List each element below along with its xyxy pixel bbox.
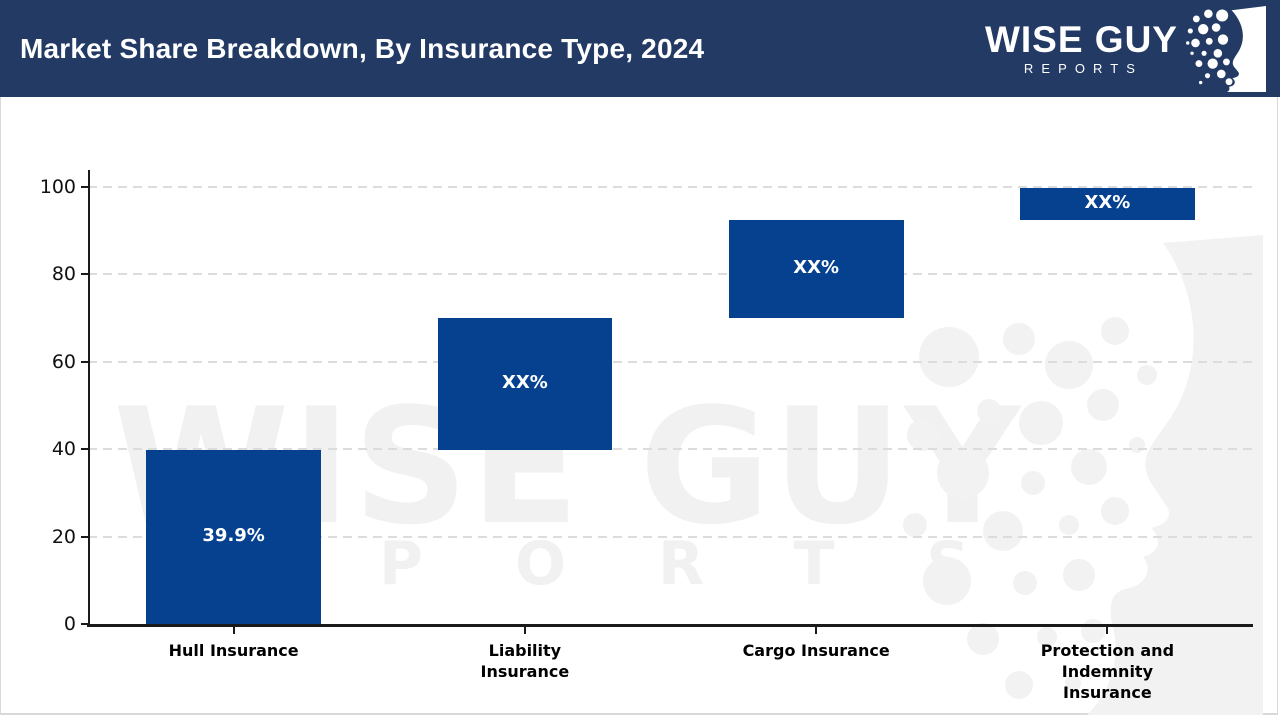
bar-value-label-liability-insurance: XX% xyxy=(501,371,548,393)
gridline xyxy=(88,186,1253,188)
chart-title: Market Share Breakdown, By Insurance Typ… xyxy=(20,32,705,64)
x-axis-tick xyxy=(232,626,235,634)
y-axis-tick-label: 60 xyxy=(51,350,76,373)
x-axis-line xyxy=(87,624,1253,627)
brand-logo: WISE GUY REPORTS xyxy=(984,5,1266,92)
y-axis-tick-label: 20 xyxy=(51,525,76,548)
bar-liability-insurance xyxy=(437,318,613,450)
y-axis-tick-label: 80 xyxy=(51,263,76,286)
bar-value-label-protection-and-indemnity-insurance: XX% xyxy=(1084,191,1131,213)
bar-value-label-hull-insurance: 39.9% xyxy=(202,524,265,546)
header: Market Share Breakdown, By Insurance Typ… xyxy=(0,0,1280,97)
watermark-face-icon xyxy=(903,235,1263,715)
x-axis-label-hull-insurance: Hull Insurance xyxy=(168,641,299,660)
x-axis-label-protection-and-indemnity-insurance: Protection and Indemnity Insurance xyxy=(1040,641,1175,702)
bar-value-label-cargo-insurance: XX% xyxy=(793,256,840,278)
y-axis-tick-label: 0 xyxy=(63,613,76,635)
x-axis-tick xyxy=(1106,626,1109,634)
bar-protection-and-indemnity-insurance xyxy=(1020,187,1195,220)
y-axis-tick xyxy=(81,273,88,276)
y-axis-line xyxy=(88,170,90,626)
y-axis-tick xyxy=(81,448,88,451)
watermark-reports-text: PORTS xyxy=(379,529,1062,599)
y-axis-tick-label: 100 xyxy=(39,176,76,198)
y-axis-tick xyxy=(81,186,88,188)
x-axis-tick xyxy=(815,626,818,634)
x-axis-label-cargo-insurance: Cargo Insurance xyxy=(742,641,890,660)
brand-subtitle: REPORTS xyxy=(1023,61,1143,76)
gridline xyxy=(88,448,1253,451)
x-axis-label-liability-insurance: Liability Insurance xyxy=(480,641,570,681)
brand-head-icon xyxy=(1186,5,1266,92)
x-axis-tick xyxy=(523,626,526,634)
y-axis-tick xyxy=(81,360,88,363)
gridline xyxy=(88,273,1253,276)
y-axis-tick xyxy=(81,535,88,538)
gridline xyxy=(88,535,1253,538)
bar-cargo-insurance xyxy=(728,219,904,319)
y-axis-tick xyxy=(81,623,88,625)
y-axis-tick-label: 40 xyxy=(51,438,76,461)
brand-name: WISE GUY xyxy=(984,19,1178,60)
gridline xyxy=(88,360,1253,363)
bar-hull-insurance xyxy=(146,449,321,624)
